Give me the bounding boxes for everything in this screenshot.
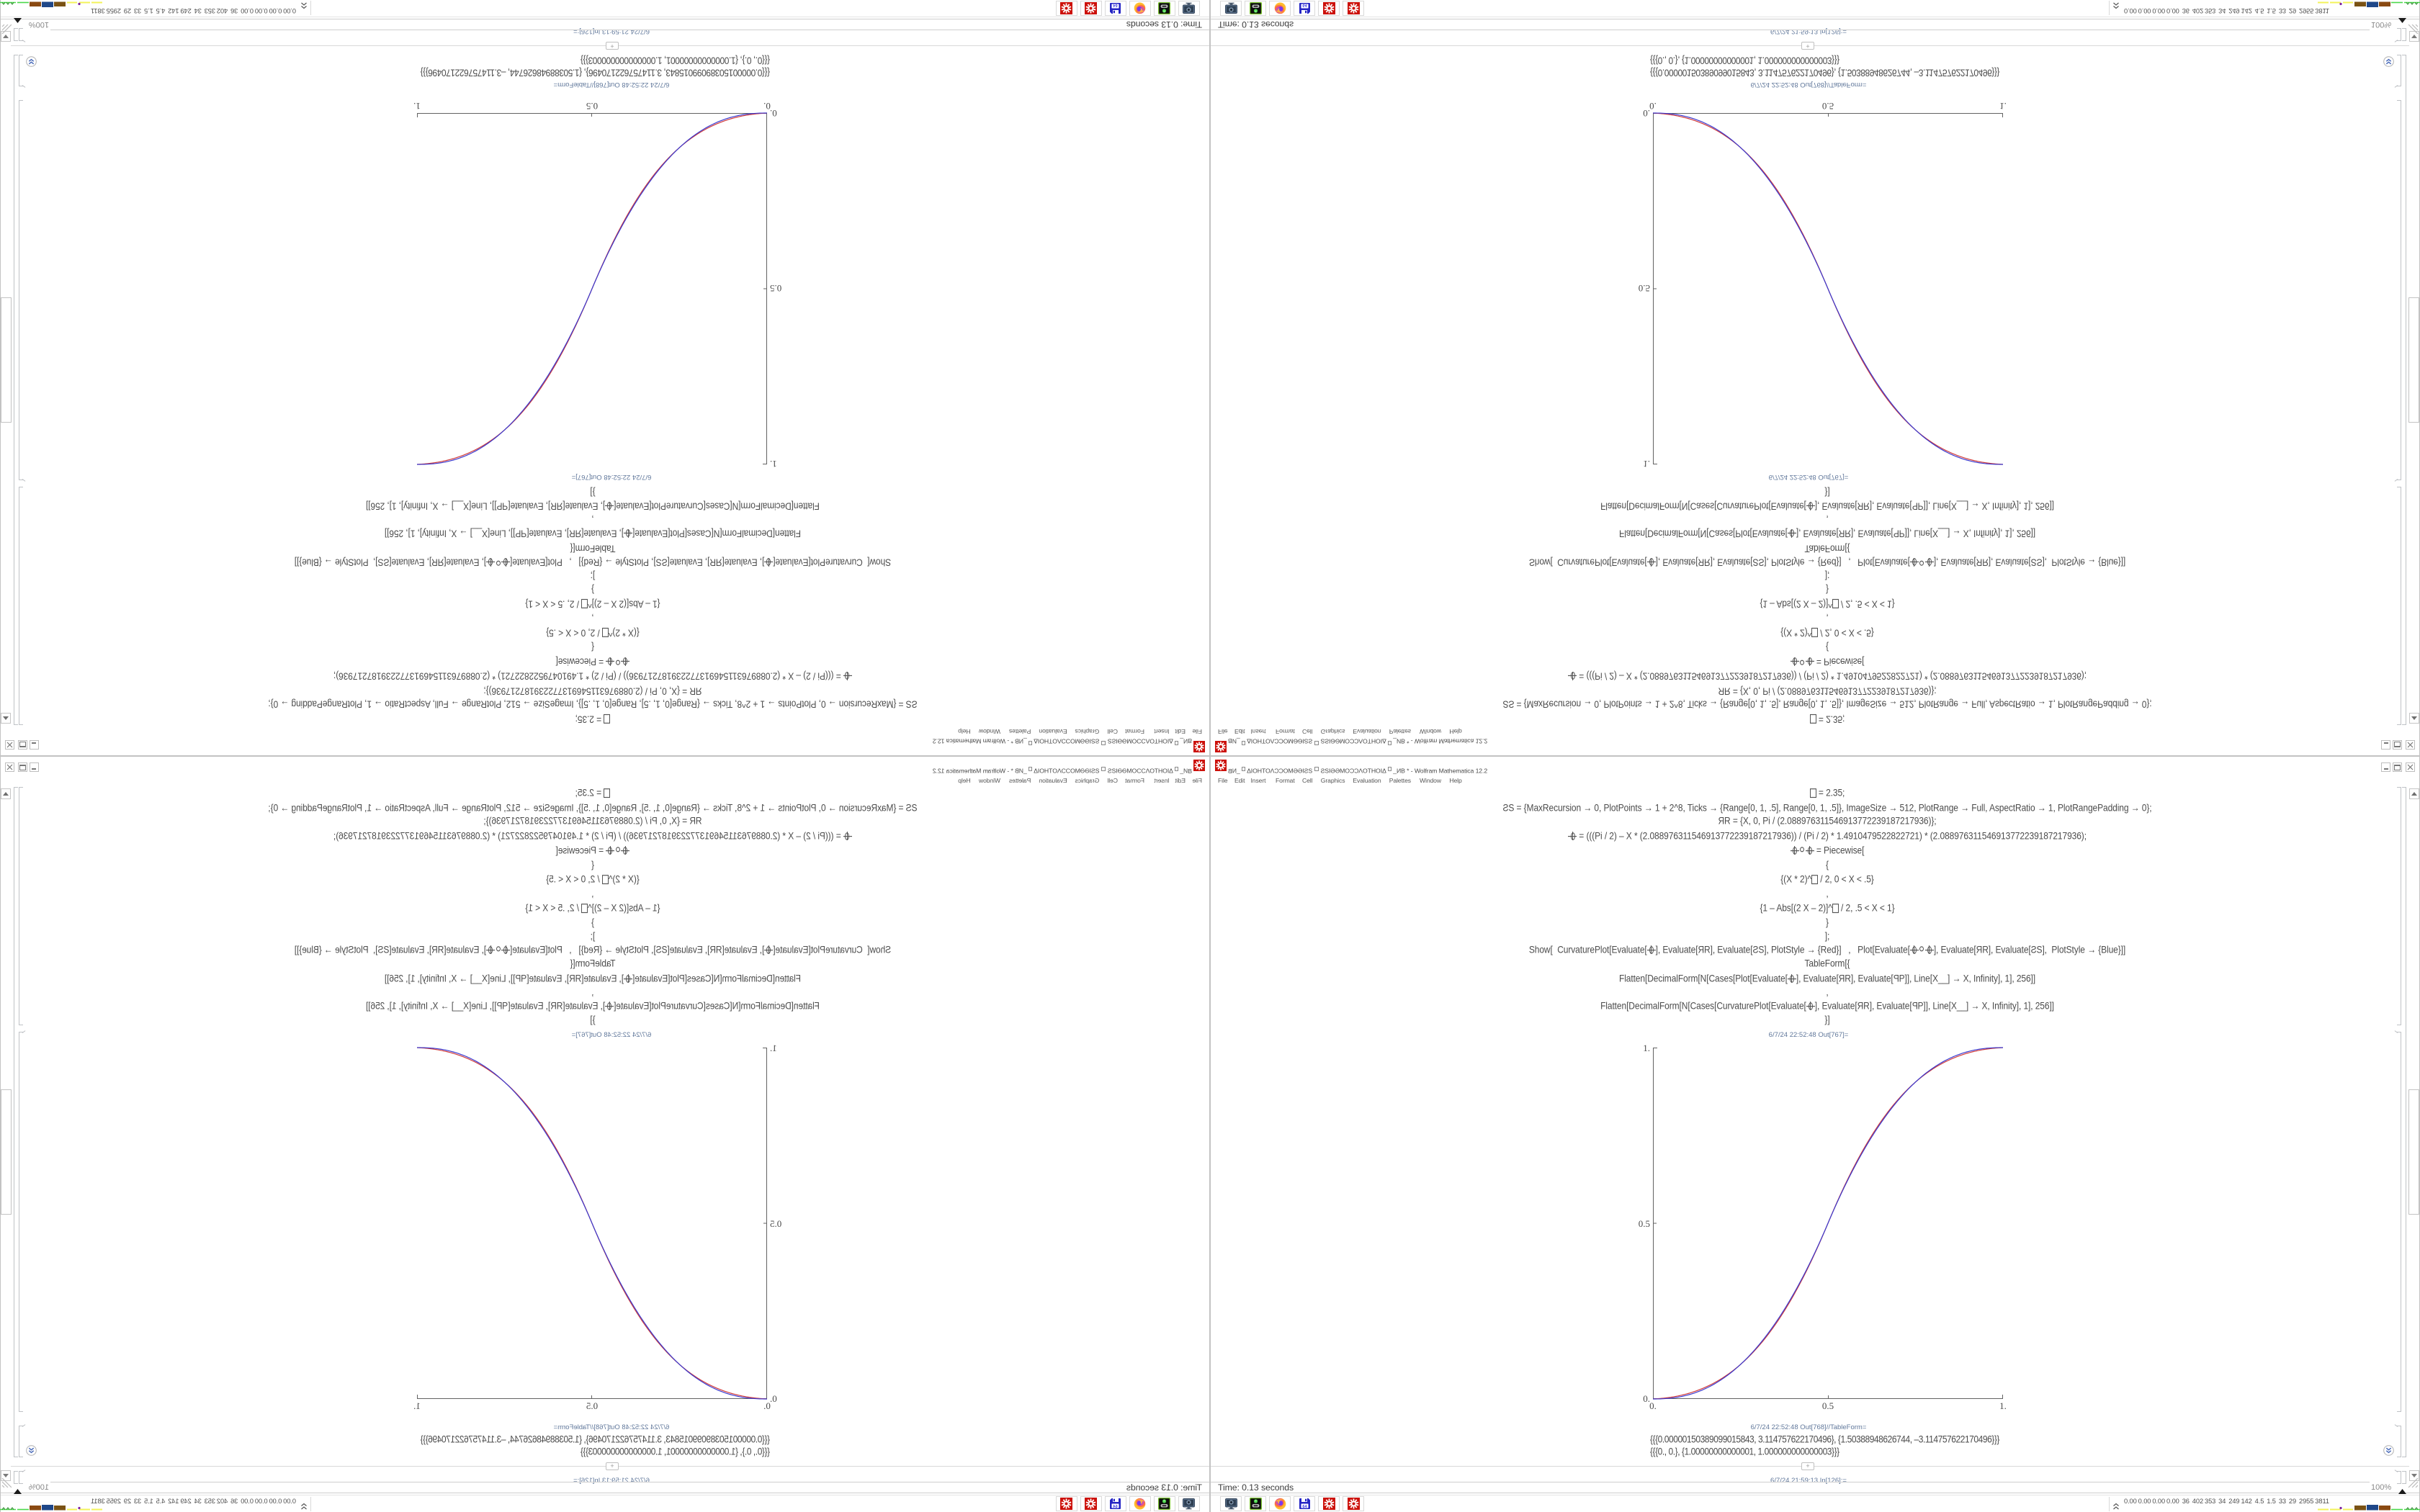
svg-text:0.: 0.	[770, 108, 777, 119]
svg-text:1.: 1.	[413, 1400, 421, 1411]
svg-text:0.: 0.	[1643, 1393, 1650, 1404]
svg-text:0.5: 0.5	[586, 1400, 598, 1411]
svg-text:0.5: 0.5	[1822, 101, 1834, 112]
svg-text:1.: 1.	[1999, 1400, 2007, 1411]
svg-text:1.: 1.	[770, 459, 777, 469]
svg-text:0.5: 0.5	[770, 283, 781, 294]
svg-text:64: 64	[1113, 3, 1118, 7]
svg-text:0.5: 0.5	[1822, 1400, 1834, 1411]
svg-text:0.: 0.	[1643, 108, 1650, 119]
svg-text:0.: 0.	[763, 101, 771, 112]
svg-text:0.: 0.	[770, 1393, 777, 1404]
svg-text:0.: 0.	[763, 1400, 771, 1411]
svg-text:1.: 1.	[1999, 101, 2007, 112]
svg-text:1.: 1.	[1643, 459, 1650, 469]
svg-text:0.5: 0.5	[770, 1218, 781, 1229]
svg-text:1.: 1.	[770, 1043, 777, 1053]
svg-text:64: 64	[1113, 1505, 1118, 1509]
svg-text:0.: 0.	[1649, 1400, 1657, 1411]
svg-text:1.: 1.	[1643, 1043, 1650, 1053]
svg-text:0.5: 0.5	[586, 101, 598, 112]
svg-text:0.5: 0.5	[1639, 1218, 1650, 1229]
svg-text:0.5: 0.5	[1639, 283, 1650, 294]
svg-text:64: 64	[1302, 3, 1307, 7]
svg-text:1.: 1.	[413, 101, 421, 112]
svg-text:64: 64	[1302, 1505, 1307, 1509]
svg-text:0.: 0.	[1649, 101, 1657, 112]
